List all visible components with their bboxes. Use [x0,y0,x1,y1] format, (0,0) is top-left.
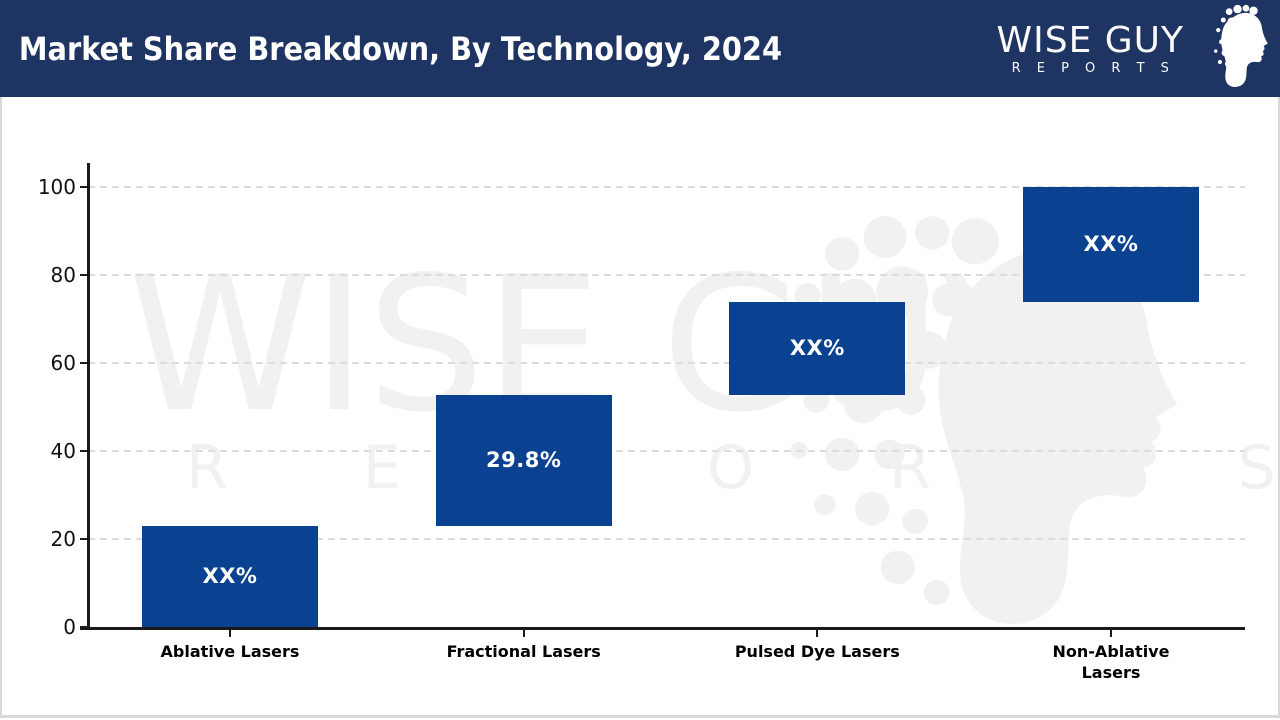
y-tick-label: 100 [37,175,76,199]
x-axis-line [80,627,1245,630]
logo-subtitle: R E P O R T S [1011,61,1175,77]
wiseguy-logo: WISE GUY R E P O R T S [997,4,1273,94]
bar-value-label: XX% [789,336,845,361]
gridline-40 [88,450,1245,452]
bar-value-label: XX% [202,564,258,589]
y-tick-label: 60 [50,351,76,375]
y-tick-label: 20 [50,527,76,551]
x-tick [816,629,819,637]
gridline-60 [88,362,1245,364]
bar-value-label: 29.8% [486,448,562,473]
gridline-20 [88,538,1245,540]
bar-segment: XX% [142,525,318,627]
y-axis-line [87,163,90,629]
header-bar: Market Share Breakdown, By Technology, 2… [0,0,1280,97]
y-tick-label: 80 [50,263,76,287]
y-tick-20 [80,538,88,540]
bar-segment: XX% [729,301,906,395]
bar-segment: XX% [1023,187,1199,302]
y-tick-40 [80,450,88,452]
x-category-label: Non-Ablative Lasers [1052,642,1170,682]
bar-segment: 29.8% [435,394,612,526]
y-tick-60 [80,362,88,364]
y-tick-0 [80,626,88,628]
x-category-label: Fractional Lasers [446,642,601,661]
logo-text: WISE GUY R E P O R T S [996,19,1185,77]
logo-wordmark: WISE GUY [996,19,1184,61]
x-category-label: Pulsed Dye Lasers [734,642,900,661]
page-title: Market Share Breakdown, By Technology, 2… [18,29,783,68]
gridline-100 [88,186,1245,188]
x-tick [522,629,525,637]
bar-value-label: XX% [1083,232,1139,257]
logo-head-icon [1214,4,1268,88]
x-tick [1110,629,1112,637]
gridline-80 [88,274,1245,276]
y-tick-label: 0 [63,615,76,639]
x-category-label: Ablative Lasers [160,642,300,661]
y-tick-label: 40 [50,439,76,463]
x-tick [229,629,231,637]
y-tick-80 [80,274,88,276]
y-tick-100 [80,186,88,188]
